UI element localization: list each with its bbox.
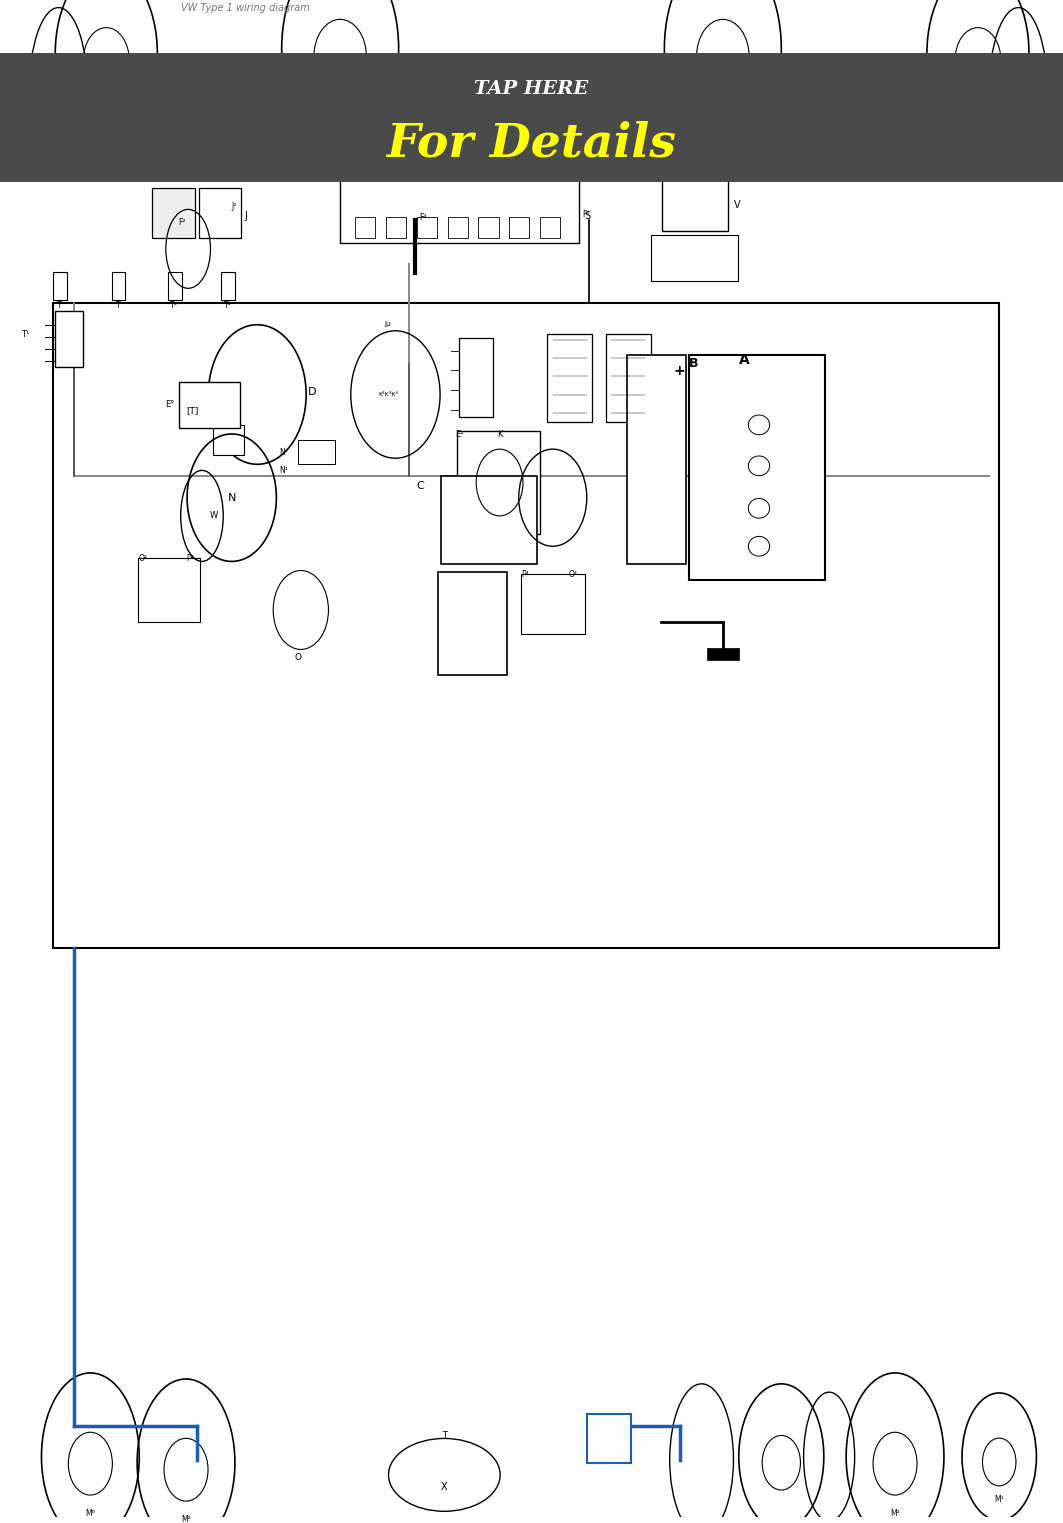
Text: VW Type 1 wiring diagram: VW Type 1 wiring diagram (181, 3, 309, 12)
Bar (438, 573, 507, 675)
Text: O: O (294, 653, 301, 663)
Bar (112, 271, 125, 300)
Text: M⁶: M⁶ (85, 1509, 96, 1518)
Bar (689, 355, 825, 580)
Text: M⁵: M⁵ (101, 108, 112, 117)
Text: F: F (225, 151, 231, 161)
Bar (540, 216, 560, 238)
Text: Jµ: Jµ (385, 321, 391, 327)
Bar (417, 216, 437, 238)
Bar (707, 647, 739, 659)
Text: C: C (417, 481, 424, 490)
Bar (53, 271, 67, 300)
Text: T: T (442, 1432, 446, 1441)
Text: M²: M² (890, 1509, 900, 1518)
Bar (386, 216, 406, 238)
Bar (457, 431, 540, 535)
Text: S: S (585, 210, 591, 221)
Bar (355, 216, 375, 238)
Text: F⁴: F⁴ (419, 213, 426, 222)
Bar (627, 355, 686, 565)
Bar (242, 117, 263, 157)
Text: T⁴: T⁴ (223, 302, 232, 311)
Bar (199, 189, 241, 238)
Text: J²: J² (232, 203, 237, 212)
Bar (152, 189, 195, 238)
Bar (587, 1415, 631, 1462)
Text: B: B (689, 358, 698, 370)
Text: T: T (116, 302, 120, 311)
Bar (606, 334, 651, 422)
Text: O⁴: O⁴ (569, 570, 577, 579)
Bar (459, 338, 493, 417)
Text: P⁴: P⁴ (521, 570, 528, 579)
Text: F²: F² (179, 218, 186, 227)
Text: T³: T³ (170, 302, 179, 311)
Text: For Details: For Details (387, 120, 676, 166)
Bar (53, 303, 999, 949)
Text: E¹: E¹ (455, 429, 463, 439)
Bar (547, 334, 592, 422)
Bar (521, 574, 585, 634)
Bar (221, 271, 235, 300)
Bar (55, 311, 83, 367)
Bar (298, 440, 335, 465)
Text: F⁵: F⁵ (583, 210, 590, 219)
Bar (179, 382, 240, 428)
Text: T¹: T¹ (21, 330, 30, 338)
Text: A: A (739, 353, 749, 367)
Bar (138, 559, 200, 621)
FancyBboxPatch shape (0, 53, 1063, 183)
Text: TAP HERE: TAP HERE (474, 81, 589, 97)
Text: O²: O² (138, 554, 147, 564)
Text: K: K (497, 429, 503, 439)
Text: V: V (733, 200, 740, 210)
Text: M¹: M¹ (973, 108, 983, 117)
Text: J: J (244, 210, 248, 221)
Text: M¹: M¹ (994, 1494, 1005, 1503)
Bar (448, 216, 468, 238)
Text: N²: N² (280, 448, 288, 457)
Text: P²: P² (186, 554, 193, 564)
Text: T: T (57, 302, 62, 311)
Text: [T]: [T] (186, 405, 199, 414)
Bar (662, 174, 728, 230)
Bar (478, 216, 499, 238)
Bar (441, 477, 537, 565)
Text: K²K³K⁴: K²K³K⁴ (378, 391, 398, 398)
Bar (340, 180, 579, 242)
Text: D: D (308, 387, 317, 396)
Bar (168, 271, 182, 300)
Bar (509, 216, 529, 238)
Text: W: W (209, 512, 218, 521)
Text: N: N (227, 493, 236, 503)
Text: N¹: N¹ (280, 466, 288, 475)
Text: G: G (692, 87, 699, 96)
Bar (651, 235, 738, 280)
Bar (207, 117, 227, 157)
Text: X: X (441, 1482, 448, 1493)
Text: E°: E° (165, 399, 174, 408)
Text: M²: M² (181, 1515, 191, 1523)
Bar (213, 425, 244, 455)
Text: +: + (674, 364, 686, 378)
